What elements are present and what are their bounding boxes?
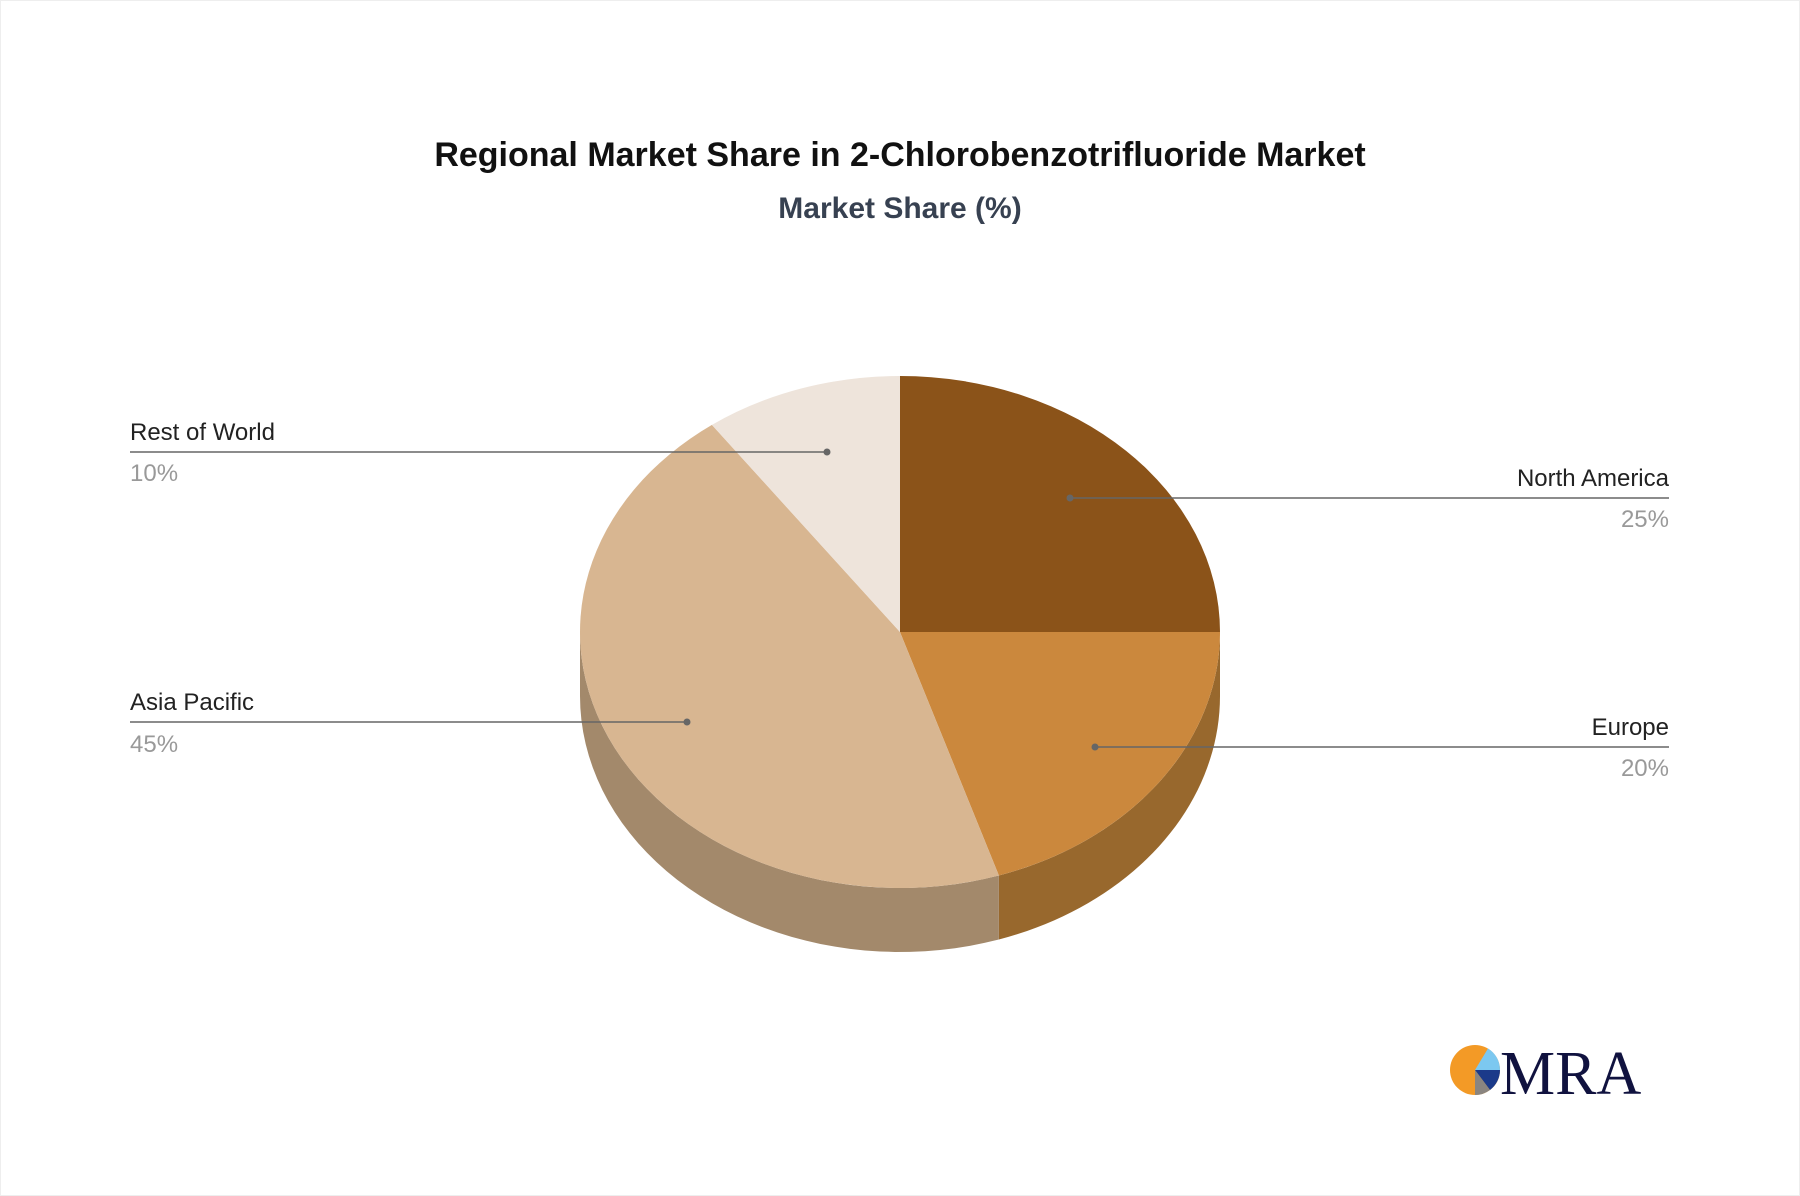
slice-asia-pacific[interactable] [580, 424, 999, 888]
leader-dot-europe [1091, 743, 1099, 751]
slice-label-europe: Europe [1592, 714, 1669, 741]
slice-pct-asia-pacific: 45% [130, 731, 178, 758]
slice-pct-north-america: 25% [1621, 506, 1669, 533]
slice-europe[interactable] [900, 632, 1220, 876]
slice-label-asia-pacific: Asia Pacific [130, 689, 254, 716]
slice-label-rest-of-world: Rest of World [130, 419, 275, 446]
slice-rest-of-world[interactable] [711, 376, 900, 632]
slice-north-america[interactable] [900, 376, 1220, 632]
leader-dot-north-america [1066, 494, 1074, 502]
mra-logo: MRA [1450, 1040, 1641, 1108]
slice-side-europe [998, 632, 1220, 940]
slice-side-asia-pacific [580, 632, 999, 952]
chart-subtitle: Market Share (%) [778, 192, 1022, 225]
leader-dot-rest-of-world [823, 448, 831, 456]
slice-pct-rest-of-world: 10% [130, 460, 178, 487]
chart-title: Regional Market Share in 2-Chlorobenzotr… [434, 136, 1366, 174]
slice-label-north-america: North America [1517, 465, 1670, 492]
slice-pct-europe: 20% [1621, 755, 1669, 782]
leader-dot-asia-pacific [683, 718, 691, 726]
logo-text: MRA [1500, 1040, 1641, 1108]
